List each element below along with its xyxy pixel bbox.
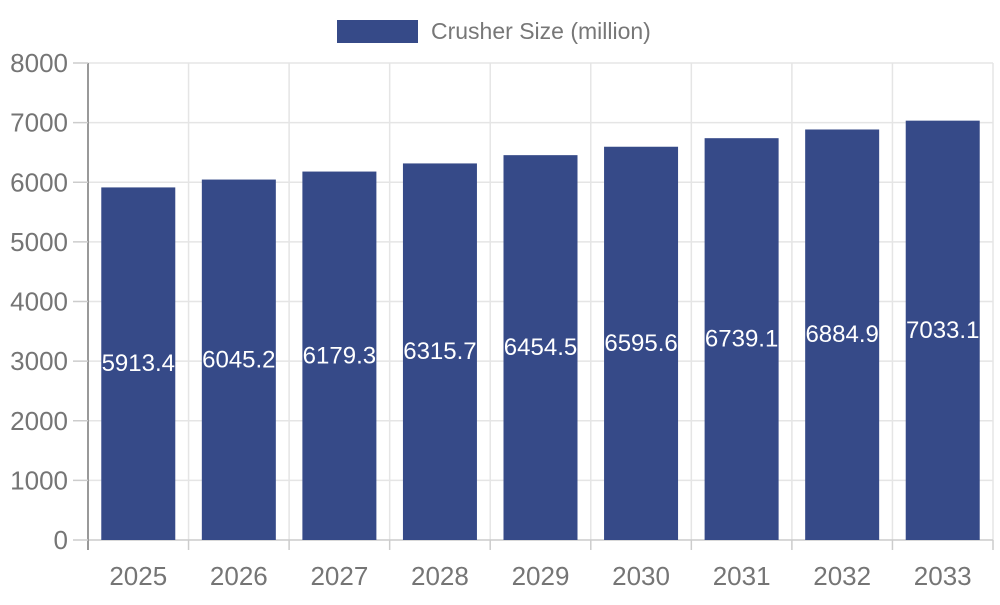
x-tick-label-2033: 2033 bbox=[914, 561, 972, 591]
bar-value-label-2032: 6884.9 bbox=[805, 321, 878, 348]
bar-value-label-2030: 6595.6 bbox=[604, 330, 677, 357]
y-tick-label-2000: 2000 bbox=[10, 406, 68, 436]
y-tick-label-8000: 8000 bbox=[10, 48, 68, 78]
bar-value-label-2027: 6179.3 bbox=[303, 342, 376, 369]
y-tick-label-3000: 3000 bbox=[10, 346, 68, 376]
bar-value-label-2029: 6454.5 bbox=[504, 334, 577, 361]
bar-2031 bbox=[704, 138, 779, 541]
legend-swatch bbox=[337, 20, 418, 43]
x-tick-label-2032: 2032 bbox=[813, 561, 871, 591]
bar-value-label-2033: 7033.1 bbox=[906, 317, 979, 344]
bar-value-label-2031: 6739.1 bbox=[705, 326, 778, 353]
x-tick-label-2027: 2027 bbox=[310, 561, 368, 591]
x-tick-label-2030: 2030 bbox=[612, 561, 670, 591]
y-tick-label-7000: 7000 bbox=[10, 108, 68, 138]
bar-value-label-2028: 6315.7 bbox=[403, 338, 476, 365]
bar-2027 bbox=[302, 171, 377, 540]
bar-2032 bbox=[805, 129, 880, 540]
bar-2033 bbox=[905, 120, 980, 540]
y-tick-label-6000: 6000 bbox=[10, 167, 68, 197]
y-tick-label-0: 0 bbox=[54, 525, 68, 555]
x-tick-label-2028: 2028 bbox=[411, 561, 469, 591]
legend-label: Crusher Size (million) bbox=[431, 18, 651, 44]
x-tick-label-2031: 2031 bbox=[713, 561, 771, 591]
bar-2026 bbox=[201, 179, 276, 541]
legend-item[interactable]: Crusher Size (million) bbox=[337, 20, 651, 43]
x-tick-label-2029: 2029 bbox=[512, 561, 570, 591]
y-tick-label-1000: 1000 bbox=[10, 465, 68, 495]
bar-value-label-2025: 5913.4 bbox=[102, 350, 175, 377]
bar-2029 bbox=[503, 155, 578, 540]
bar-2028 bbox=[402, 163, 477, 540]
bar-value-label-2026: 6045.2 bbox=[202, 346, 275, 373]
y-tick-label-4000: 4000 bbox=[10, 287, 68, 317]
bar-2030 bbox=[604, 146, 679, 540]
x-tick-label-2026: 2026 bbox=[210, 561, 268, 591]
y-tick-label-5000: 5000 bbox=[10, 227, 68, 257]
x-tick-label-2025: 2025 bbox=[109, 561, 167, 591]
bar-2025 bbox=[101, 187, 176, 541]
